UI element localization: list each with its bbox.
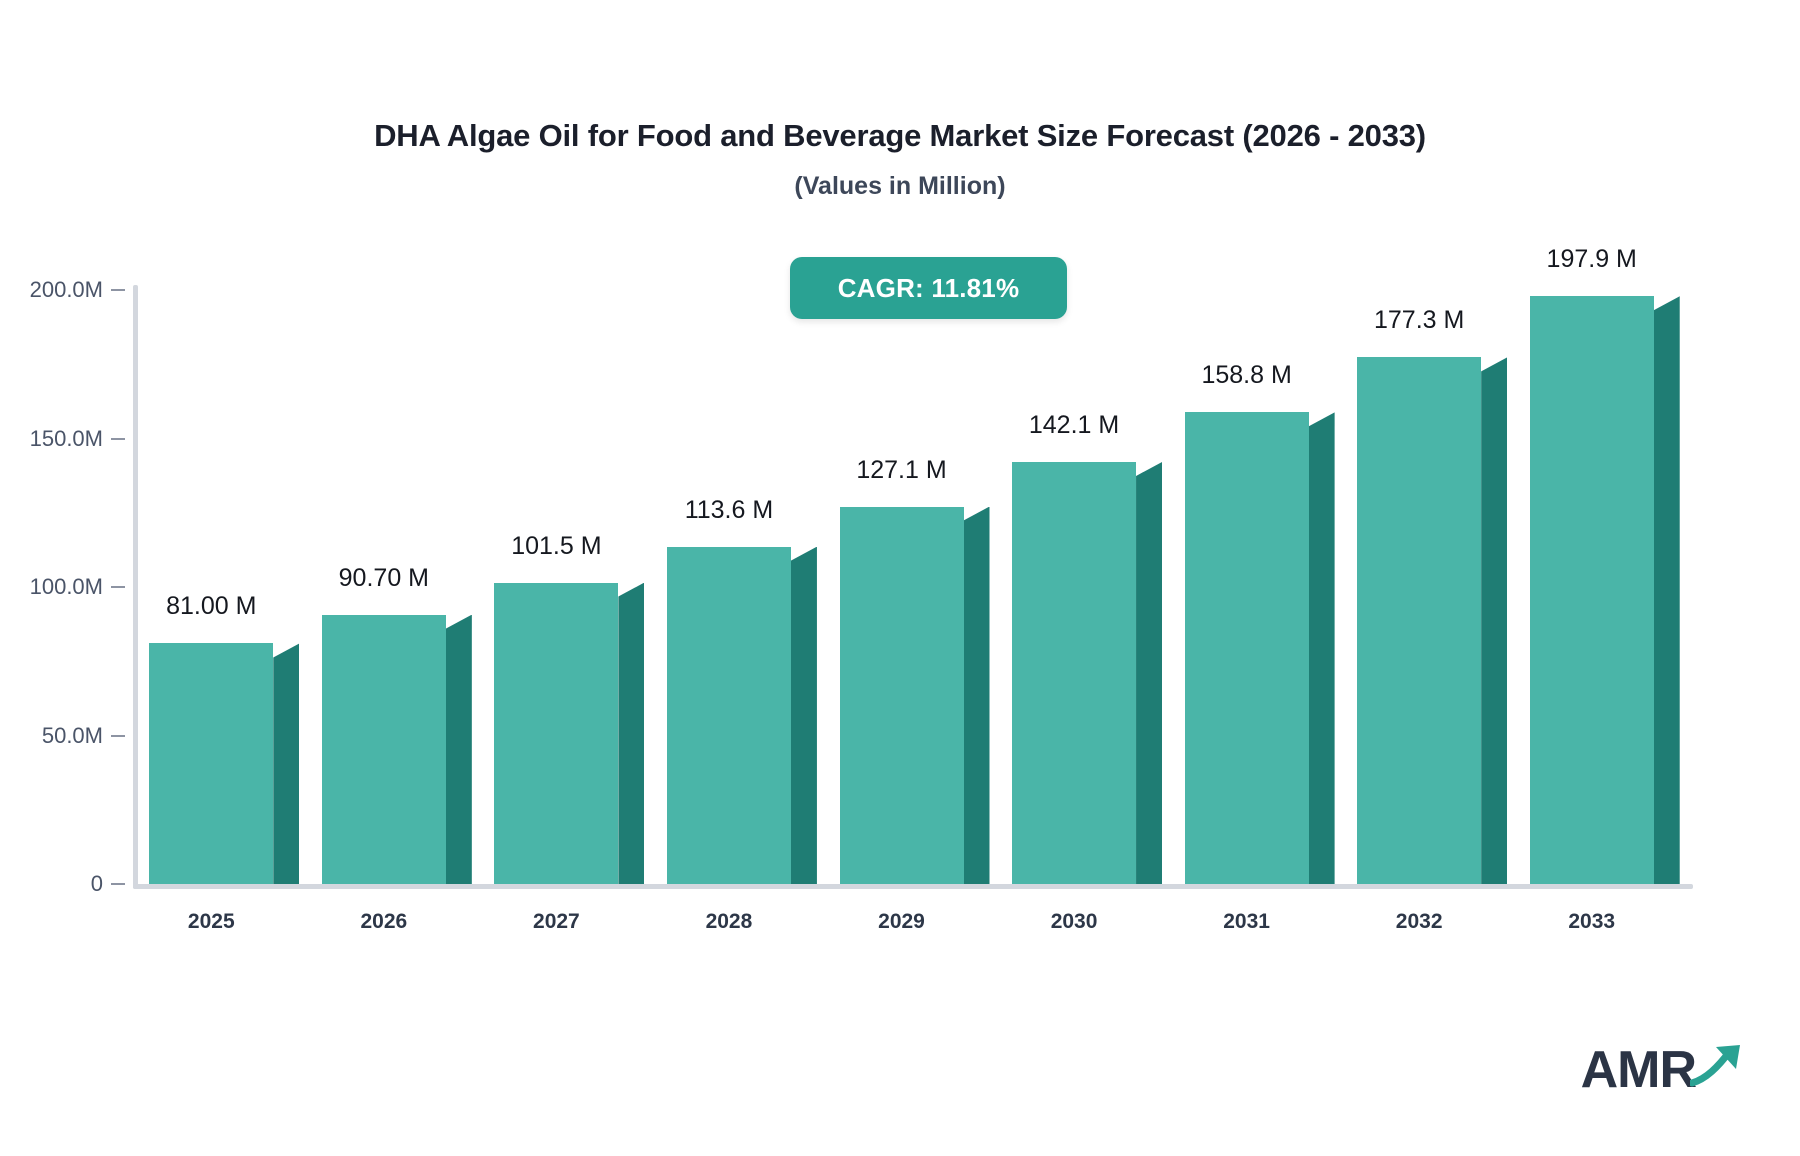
bar-value-label: 127.1 M (856, 455, 947, 484)
bar-value-label: 81.00 M (166, 592, 257, 621)
x-axis-label: 2026 (360, 910, 408, 933)
bar-value-label: 197.9 M (1546, 245, 1637, 274)
bar-value-label: 142.1 M (1028, 410, 1120, 439)
y-tick-mark (111, 734, 125, 737)
bar-item[interactable]: 177.3 M 2032 (1357, 306, 1508, 933)
y-tick-mark (111, 437, 125, 440)
bar-side-face (1481, 357, 1508, 884)
bar-item[interactable]: 81.00 M 2025 (149, 592, 300, 933)
y-axis-tick: 50.0M (42, 723, 133, 749)
logo-text: AMR (1580, 1041, 1697, 1099)
x-axis-label: 2032 (1395, 910, 1443, 933)
y-axis-tick: 200.0M (30, 277, 133, 303)
bar-item[interactable]: 197.9 M 2033 (1529, 245, 1680, 933)
bar-value-label: 113.6 M (684, 495, 774, 524)
page-title: DHA Algae Oil for Food and Beverage Mark… (374, 118, 1426, 153)
bar-front-face (1529, 296, 1654, 884)
x-axis-label: 2029 (878, 910, 925, 933)
x-axis-line (133, 884, 1693, 889)
bar-side-face (273, 643, 300, 884)
bar-front-face (1184, 412, 1309, 884)
bar-front-face (1357, 357, 1482, 884)
bar-item[interactable]: 101.5 M 2027 (494, 532, 645, 933)
y-axis-tick: 100.0M (30, 574, 133, 600)
y-tick-mark (111, 289, 125, 291)
y-axis-line (133, 285, 138, 889)
y-axis-tick: 150.0M (30, 426, 133, 452)
y-axis-tick: 0 (91, 871, 133, 897)
bar-front-face (1012, 461, 1137, 884)
y-tick-mark (111, 883, 125, 885)
bar-item[interactable]: 142.1 M 2030 (1012, 411, 1163, 933)
bar-front-face (149, 643, 274, 884)
bar-value-label: 158.8 M (1201, 361, 1292, 390)
bar-side-face (618, 582, 645, 884)
bar-item[interactable]: 127.1 M 2029 (839, 456, 990, 933)
bar-item[interactable]: 113.6 M 2028 (666, 496, 817, 933)
x-axis-label: 2030 (1050, 910, 1098, 933)
x-axis-label: 2031 (1223, 910, 1270, 933)
plot-area: 200.0M 150.0M 100.0M 50.0M 0 81.00 M 2025 90.7… (30, 245, 1686, 933)
x-axis-label: 2028 (705, 910, 753, 933)
bar-value-label: 101.5 M (511, 531, 602, 560)
bar-side-face (1308, 412, 1335, 884)
x-axis-label: 2025 (187, 910, 235, 933)
bar-front-face (666, 546, 791, 884)
cagr-badge-label: CAGR: 11.81% (837, 272, 1020, 303)
bar-front-face (494, 582, 619, 884)
bar-side-face (790, 546, 817, 884)
bar-front-face (839, 506, 964, 884)
bar-side-face (445, 614, 472, 884)
bar-value-label: 177.3 M (1373, 306, 1465, 335)
y-tick-mark (111, 586, 125, 588)
x-axis-label: 2027 (533, 910, 580, 933)
bar-front-face (321, 614, 446, 884)
cagr-badge: CAGR: 11.81% (790, 257, 1067, 319)
bar-series: 81.00 M 2025 90.70 M 2026 101.5 M 2027 113.6 M… (133, 245, 1686, 933)
bar-side-face (963, 506, 990, 884)
x-axis-label: 2033 (1568, 910, 1616, 933)
bar-item[interactable]: 90.70 M 2026 (321, 564, 472, 933)
growth-arrow-icon (1688, 1041, 1748, 1092)
page-subtitle: (Values in Million) (794, 172, 1006, 200)
bar-value-label: 90.70 M (338, 563, 429, 592)
bar-side-face (1136, 461, 1163, 884)
bar-item[interactable]: 158.8 M 2031 (1184, 361, 1335, 933)
bar-side-face (1653, 296, 1680, 884)
amr-logo: AMR (1581, 1036, 1748, 1096)
